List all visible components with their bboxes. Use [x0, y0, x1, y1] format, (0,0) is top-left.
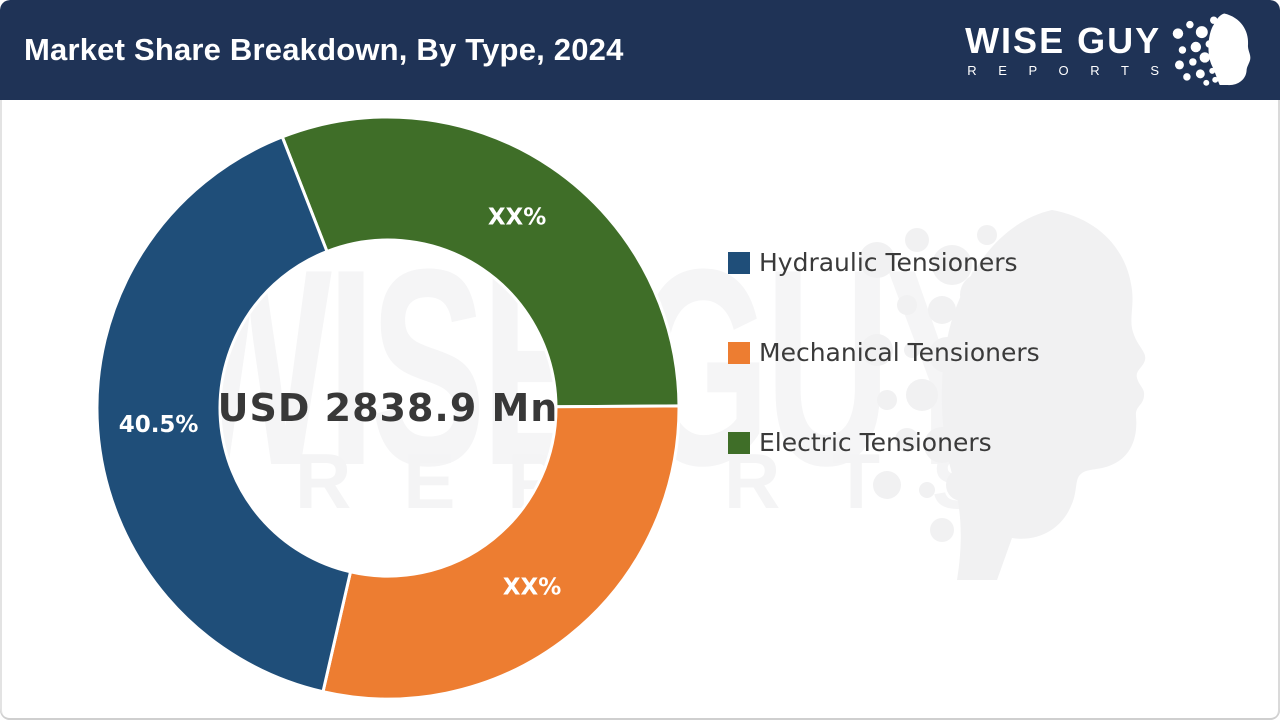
segment-share-label: 40.5%	[119, 412, 199, 438]
wise-guy-reports-logo: WISE GUY R E P O R T S	[958, 7, 1254, 93]
donut-chart: XX% XX% 40.5%	[95, 115, 681, 701]
logo-wordmark: WISE GUY	[965, 20, 1162, 61]
logo-subtitle: R E P O R T S	[967, 63, 1168, 78]
donut-segment-hydraulic-tensioners	[95, 134, 353, 694]
legend-item-mechanical-tensioners: Mechanical Tensioners	[728, 340, 1040, 365]
legend-label: Mechanical Tensioners	[759, 338, 1040, 367]
legend-swatch-hydraulic	[728, 251, 750, 274]
donut-segment-electric-tensioners	[280, 115, 681, 409]
legend-swatch-electric	[728, 431, 750, 454]
logo-face-icon	[1172, 13, 1251, 86]
legend-item-electric-tensioners: Electric Tensioners	[728, 430, 1040, 455]
segment-share-label: XX%	[488, 205, 547, 231]
page-title: Market Share Breakdown, By Type, 2024	[24, 32, 624, 67]
chart-legend: Hydraulic Tensioners Mechanical Tensione…	[728, 250, 1040, 520]
legend-label: Hydraulic Tensioners	[759, 248, 1018, 277]
segment-share-label: XX%	[503, 574, 562, 600]
legend-label: Electric Tensioners	[759, 428, 992, 457]
legend-swatch-mechanical	[728, 341, 750, 364]
watermark-face-icon	[859, 210, 1146, 580]
legend-item-hydraulic-tensioners: Hydraulic Tensioners	[728, 250, 1040, 275]
donut-segment-mechanical-tensioners	[321, 404, 681, 701]
header-bar: Market Share Breakdown, By Type, 2024 WI…	[0, 0, 1280, 100]
